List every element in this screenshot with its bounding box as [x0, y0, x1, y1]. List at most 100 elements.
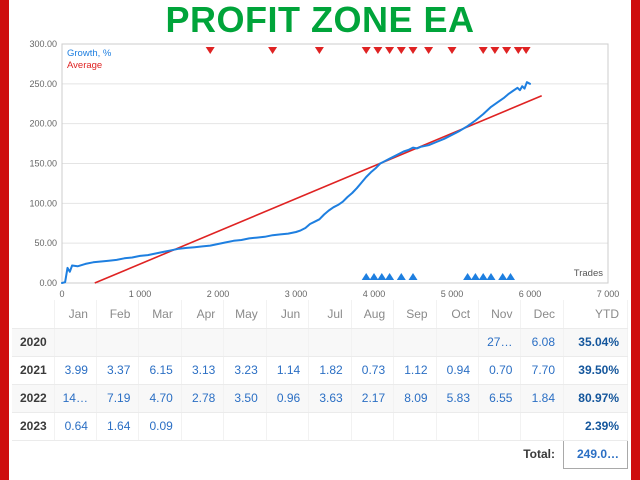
loss-marker-icon: [205, 47, 215, 54]
monthly-return-cell: [96, 328, 140, 357]
y-axis-label: 300.00: [29, 40, 57, 49]
y-axis-label: 150.00: [29, 159, 57, 169]
gain-marker-icon: [463, 273, 473, 280]
legend-average: Average: [67, 60, 102, 71]
monthly-return-cell: 2.78: [181, 384, 225, 413]
loss-marker-icon: [447, 47, 457, 54]
gain-marker-icon: [506, 273, 515, 280]
monthly-return-cell: 1.84: [520, 384, 564, 413]
x-axis-label: 7 000: [597, 289, 620, 298]
x-axis-label: 0: [59, 289, 64, 298]
left-red-border: [0, 0, 9, 480]
year-label: 2023: [12, 412, 55, 441]
gain-marker-icon: [408, 273, 418, 280]
total-value: 249.0…: [563, 439, 628, 469]
month-column-header: Dec: [520, 300, 564, 329]
x-axis-label: 4 000: [363, 289, 386, 298]
monthly-return-cell: 27…: [478, 328, 522, 357]
monthly-return-cell: [520, 412, 564, 441]
x-axis-label: 1 000: [129, 289, 152, 298]
loss-marker-icon: [396, 47, 406, 54]
ytd-cell: 39.50%: [563, 356, 628, 385]
monthly-return-cell: [181, 328, 225, 357]
monthly-return-cell: 3.13: [181, 356, 225, 385]
monthly-return-cell: [181, 412, 225, 441]
monthly-return-cell: [393, 412, 437, 441]
gain-marker-icon: [361, 273, 371, 280]
monthly-return-cell: 0.96: [266, 384, 310, 413]
month-column-header: Sep: [393, 300, 437, 329]
gain-marker-icon: [385, 273, 395, 280]
monthly-return-cell: 7.19: [96, 384, 140, 413]
monthly-returns-table: Jan Feb Mar Apr May Jun Jul Aug Sep Oct Nov Dec YTD 2…: [12, 300, 628, 469]
monthly-return-cell: 4.70: [138, 384, 182, 413]
y-axis-label: 50.00: [34, 238, 57, 248]
monthly-return-cell: [138, 328, 182, 357]
monthly-return-cell: 1.14: [266, 356, 310, 385]
monthly-return-cell: [223, 328, 267, 357]
monthly-return-cell: [436, 328, 480, 357]
loss-marker-icon: [490, 47, 500, 54]
monthly-return-cell: 0.09: [138, 412, 182, 441]
month-column-header: Aug: [351, 300, 395, 329]
monthly-return-cell: 5.83: [436, 384, 480, 413]
legend-growth: Growth, %: [67, 48, 112, 59]
monthly-return-cell: 3.63: [308, 384, 352, 413]
loss-marker-icon: [361, 47, 371, 54]
year-label: 2021: [12, 356, 55, 385]
month-column-header: Nov: [478, 300, 522, 329]
monthly-return-cell: [351, 412, 395, 441]
monthly-return-cell: [266, 412, 310, 441]
monthly-return-cell: [308, 328, 352, 357]
y-axis-label: 200.00: [29, 119, 57, 129]
gain-marker-icon: [377, 273, 387, 280]
month-column-header: Jun: [266, 300, 310, 329]
loss-marker-icon: [502, 47, 512, 54]
x-axis-label: 6 000: [519, 289, 542, 298]
loss-marker-icon: [424, 47, 434, 54]
monthly-return-cell: [351, 328, 395, 357]
y-axis-label: 0.00: [39, 278, 57, 288]
monthly-return-cell: 6.08: [520, 328, 564, 357]
loss-marker-icon: [314, 47, 324, 54]
month-column-header: Mar: [138, 300, 182, 329]
gain-marker-icon: [486, 273, 496, 280]
growth-line: [61, 81, 531, 284]
month-column-header: Jan: [54, 300, 97, 329]
table-row-2023: 2023 0.64 1.64 0.09 2.39%: [12, 412, 628, 441]
monthly-return-cell: 0.73: [351, 356, 395, 385]
x-axis-label: 2 000: [207, 289, 230, 298]
ytd-column-header: YTD: [563, 300, 628, 329]
loss-marker-icon: [408, 47, 418, 54]
monthly-return-cell: 3.99: [54, 356, 97, 385]
x-axis-label: 3 000: [285, 289, 308, 298]
gain-marker-icon: [498, 273, 508, 280]
loss-marker-icon: [373, 47, 383, 54]
loss-marker-icon: [513, 47, 523, 54]
growth-chart: 0.00 50.00 100.00 150.00 200.00 250.00 300.00 0…: [12, 39, 628, 299]
table-row-2022: 2022 14… 7.19 4.70 2.78 3.50 0.96 3.63 2.17 8.09 5…: [12, 384, 628, 413]
growth-chart-svg: 0.00 50.00 100.00 150.00 200.00 250.00 300.00 0…: [29, 39, 620, 299]
table-header-row: Jan Feb Mar Apr May Jun Jul Aug Sep Oct Nov Dec YTD: [12, 300, 628, 329]
year-label: 2022: [12, 384, 55, 413]
monthly-return-cell: [478, 412, 522, 441]
monthly-return-cell: [393, 328, 437, 357]
monthly-return-cell: [308, 412, 352, 441]
monthly-return-cell: [223, 412, 267, 441]
month-column-header: Jul: [308, 300, 352, 329]
total-label: Total:: [523, 447, 555, 462]
y-axis-label: 100.00: [29, 198, 57, 208]
monthly-return-cell: [54, 328, 97, 357]
gain-marker-icon: [369, 273, 379, 280]
year-column-header: [12, 300, 55, 329]
table-row-2020: 2020 27… 6.08 35.04%: [12, 328, 628, 357]
y-axis-label: 250.00: [29, 79, 57, 89]
loss-marker-icon: [521, 47, 531, 54]
x-axis-label: 5 000: [441, 289, 464, 298]
monthly-return-cell: 3.37: [96, 356, 140, 385]
month-column-header: Apr: [181, 300, 225, 329]
monthly-return-cell: 0.94: [436, 356, 480, 385]
monthly-return-cell: 2.17: [351, 384, 395, 413]
plot-border: [61, 43, 609, 284]
monthly-return-cell: 0.70: [478, 356, 522, 385]
